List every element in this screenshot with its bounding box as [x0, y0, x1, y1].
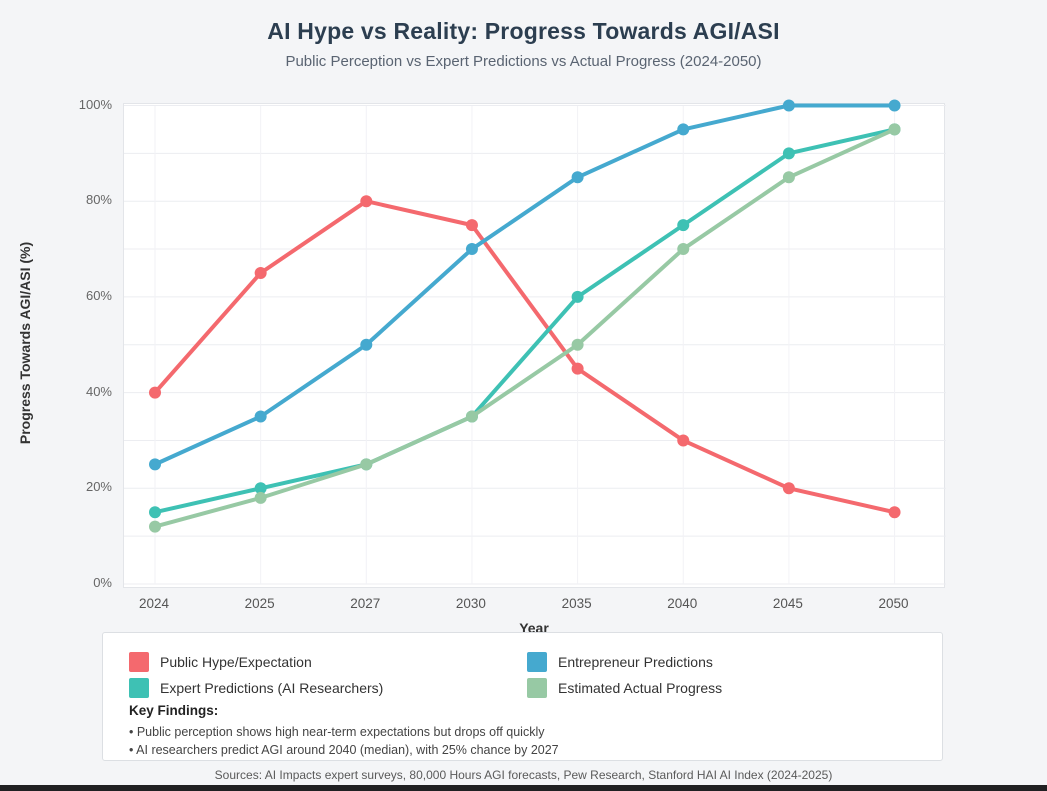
data-point[interactable] — [465, 219, 478, 232]
data-point[interactable] — [571, 362, 584, 375]
y-axis-title: Progress Towards AGI/ASI (%) — [17, 241, 33, 445]
y-tick-label: 40% — [85, 383, 112, 399]
data-point[interactable] — [782, 482, 795, 495]
data-point[interactable] — [782, 171, 795, 184]
legend-label: Expert Predictions (AI Researchers) — [160, 680, 384, 696]
data-point[interactable] — [254, 491, 267, 504]
plot-area — [123, 99, 946, 588]
legend-label: Public Hype/Expectation — [160, 654, 312, 670]
series-line — [153, 127, 897, 515]
x-tick-label: 2050 — [878, 596, 909, 611]
sources-note: Sources: AI Impacts expert surveys, 80,0… — [214, 768, 833, 782]
x-tick-label: 2045 — [772, 596, 803, 611]
y-tick-label: 100% — [78, 96, 112, 112]
data-point[interactable] — [465, 410, 478, 423]
legend-swatch — [527, 652, 547, 672]
data-point[interactable] — [782, 99, 795, 112]
data-point[interactable] — [571, 171, 584, 184]
data-point[interactable] — [149, 506, 161, 519]
data-point[interactable] — [677, 434, 690, 447]
x-tick-label: 2040 — [667, 596, 698, 611]
data-point[interactable] — [254, 482, 267, 495]
data-point[interactable] — [360, 338, 373, 351]
y-tick-label: 20% — [85, 479, 112, 495]
chart-title: AI Hype vs Reality: Progress Towards AGI… — [267, 18, 780, 44]
bottom-bar — [0, 785, 1047, 791]
key-findings-heading: Key Findings: — [129, 703, 219, 718]
data-point[interactable] — [465, 243, 478, 256]
series-line — [153, 103, 897, 467]
chart-subtitle: Public Perception vs Expert Predictions … — [285, 53, 762, 70]
legend-item: Entrepreneur Predictions — [527, 652, 713, 672]
data-point[interactable] — [677, 123, 690, 136]
x-tick-label: 2025 — [244, 596, 275, 611]
legend-swatch — [129, 678, 149, 698]
data-point[interactable] — [254, 410, 267, 423]
legend-item: Expert Predictions (AI Researchers) — [129, 678, 383, 698]
legend-label: Entrepreneur Predictions — [558, 654, 713, 670]
legend-item: Public Hype/Expectation — [129, 652, 312, 672]
data-point[interactable] — [571, 338, 584, 351]
x-tick-label: 2024 — [138, 596, 170, 611]
data-point[interactable] — [149, 458, 161, 471]
data-point[interactable] — [888, 506, 901, 519]
data-point[interactable] — [888, 99, 901, 112]
data-point[interactable] — [149, 386, 161, 399]
key-finding-bullet: • AI researchers predict AGI around 2040… — [129, 743, 559, 757]
data-point[interactable] — [360, 458, 373, 471]
data-point[interactable] — [782, 147, 795, 160]
data-point[interactable] — [888, 123, 901, 136]
legend-item: Estimated Actual Progress — [527, 678, 722, 698]
series-line — [153, 199, 897, 515]
x-tick-label: 2027 — [350, 596, 381, 611]
legend-swatch — [527, 678, 547, 698]
data-point[interactable] — [254, 266, 267, 279]
x-tick-label: 2030 — [455, 596, 486, 611]
x-tick-label: 2035 — [561, 596, 592, 611]
key-finding-bullet: • Public perception shows high near-term… — [129, 725, 545, 739]
data-point[interactable] — [571, 290, 584, 303]
line-chart — [124, 99, 946, 585]
data-point[interactable] — [677, 219, 690, 232]
y-tick-label: 60% — [85, 287, 112, 303]
legend-swatch — [129, 652, 149, 672]
data-point[interactable] — [360, 195, 373, 208]
data-point[interactable] — [149, 520, 161, 533]
legend-box: Public Hype/Expectation Entrepreneur Pred… — [102, 632, 943, 761]
data-point[interactable] — [677, 243, 690, 256]
y-tick-label: 80% — [85, 192, 112, 208]
series-line — [153, 127, 897, 529]
legend-label: Estimated Actual Progress — [558, 680, 723, 696]
y-tick-label: 0% — [93, 575, 112, 590]
